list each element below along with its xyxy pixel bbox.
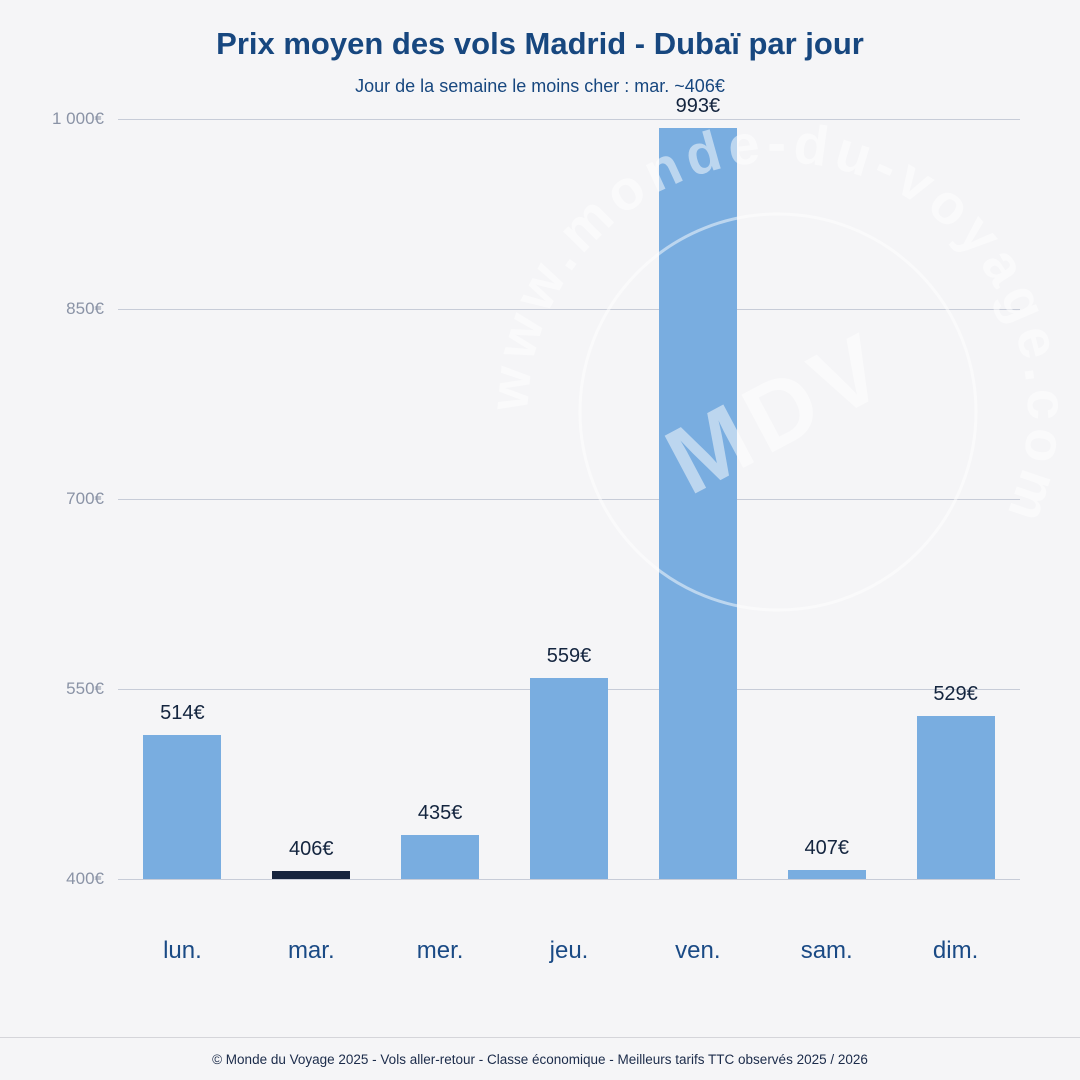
bar-value-label: 559€ xyxy=(546,644,592,667)
gridline-700 xyxy=(118,499,1020,500)
bar-value-label: 406€ xyxy=(289,838,334,861)
x-axis-label: lun. xyxy=(163,937,202,964)
bar-ven xyxy=(658,127,737,879)
y-axis-tick-label: 850€ xyxy=(66,299,104,318)
bar-sam xyxy=(787,870,866,879)
bar-mer xyxy=(401,834,480,879)
bar-value-label: 993€ xyxy=(675,94,721,117)
gridline-850 xyxy=(118,309,1020,310)
x-axis-label: mer. xyxy=(416,937,464,964)
footer-text: © Monde du Voyage 2025 - Vols aller-reto… xyxy=(212,1051,868,1067)
gridline-1000 xyxy=(118,119,1020,120)
bar-value-label: 407€ xyxy=(804,837,849,860)
footer: © Monde du Voyage 2025 - Vols aller-reto… xyxy=(0,1037,1080,1080)
x-axis-label: sam. xyxy=(800,937,853,964)
bar-dim xyxy=(916,715,995,879)
chart-subtitle: Jour de la semaine le moins cher : mar. … xyxy=(355,76,725,96)
y-axis-tick-label: 550€ xyxy=(66,679,104,698)
bar-lun xyxy=(143,734,222,879)
plot-area: 400€ 550€ 700€ 850€ 1 000€ 514€ lun. 406€ mar. 43… xyxy=(52,95,1020,964)
x-axis-label: ven. xyxy=(675,937,721,964)
bar-jeu xyxy=(530,677,608,879)
y-axis-tick-label: 700€ xyxy=(66,489,104,508)
bar-mar xyxy=(272,871,351,879)
chart-title: Prix moyen des vols Madrid - Dubaï par j… xyxy=(216,26,864,61)
y-axis-tick-label: 400€ xyxy=(66,869,104,888)
bar-value-label: 435€ xyxy=(417,801,463,824)
bar-value-label: 529€ xyxy=(933,682,978,705)
x-axis-label: mar. xyxy=(287,937,335,964)
y-axis-tick-label: 1 000€ xyxy=(52,109,104,128)
x-axis-label: jeu. xyxy=(549,937,589,964)
gridline-400 xyxy=(118,879,1020,880)
bar-value-label: 514€ xyxy=(160,701,205,724)
x-axis-label: dim. xyxy=(932,937,979,964)
